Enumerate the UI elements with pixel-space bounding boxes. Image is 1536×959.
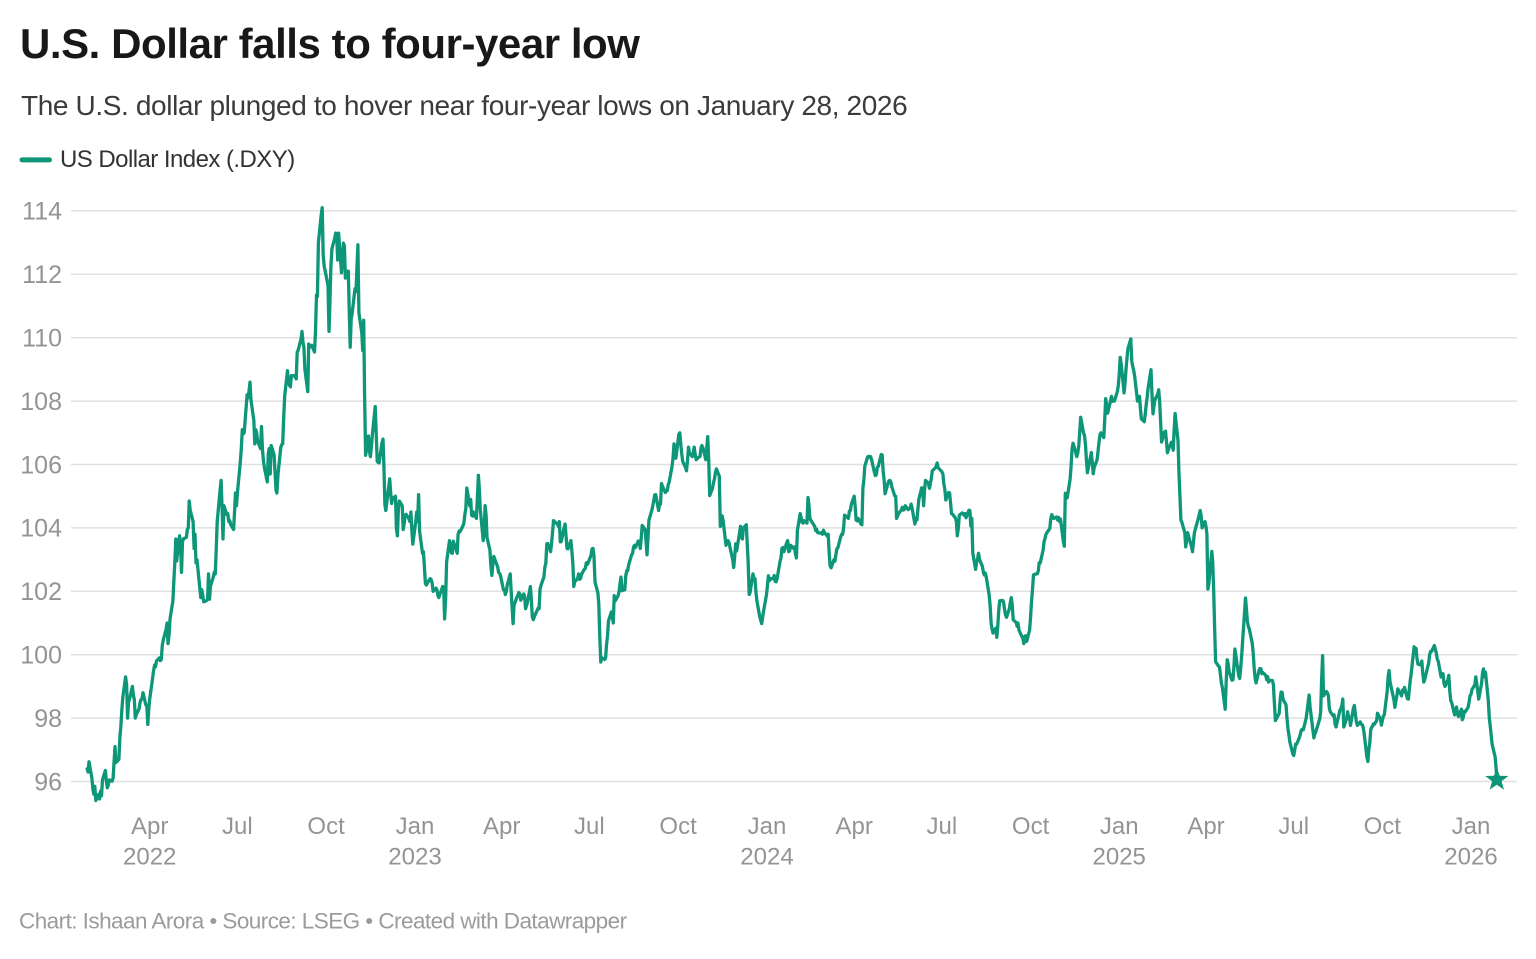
svg-text:Apr: Apr (131, 813, 168, 840)
svg-text:Apr: Apr (1187, 813, 1224, 840)
svg-text:Jul: Jul (222, 813, 253, 840)
svg-text:108: 108 (20, 388, 62, 416)
svg-text:Oct: Oct (1012, 813, 1050, 840)
svg-text:2022: 2022 (123, 844, 176, 871)
svg-text:2026: 2026 (1444, 844, 1497, 871)
svg-text:US Dollar Index (.DXY): US Dollar Index (.DXY) (60, 146, 295, 173)
svg-text:98: 98 (34, 705, 62, 733)
svg-text:100: 100 (20, 642, 62, 670)
svg-text:Jul: Jul (927, 813, 958, 840)
svg-text:106: 106 (20, 451, 62, 479)
svg-text:Apr: Apr (483, 813, 520, 840)
svg-text:Jul: Jul (1278, 813, 1309, 840)
svg-text:Oct: Oct (659, 813, 697, 840)
svg-text:110: 110 (22, 325, 62, 353)
svg-text:114: 114 (22, 198, 62, 226)
svg-text:Jan: Jan (1100, 813, 1139, 840)
svg-text:Oct: Oct (1364, 813, 1402, 840)
svg-text:2023: 2023 (388, 844, 441, 871)
svg-text:2025: 2025 (1093, 844, 1146, 871)
svg-text:Jul: Jul (574, 813, 605, 840)
svg-text:The U.S. dollar plunged to hov: The U.S. dollar plunged to hover near fo… (21, 90, 907, 121)
svg-text:Jan: Jan (1452, 813, 1491, 840)
svg-text:104: 104 (20, 515, 62, 543)
svg-text:Chart: Ishaan Arora • Source:: Chart: Ishaan Arora • Source: LSEG • Cre… (19, 909, 628, 934)
svg-text:U.S. Dollar falls to four-year: U.S. Dollar falls to four-year low (20, 20, 640, 67)
svg-text:Oct: Oct (307, 813, 345, 840)
svg-text:Jan: Jan (748, 813, 787, 840)
svg-text:Apr: Apr (836, 813, 873, 840)
svg-text:112: 112 (22, 261, 62, 289)
svg-text:102: 102 (20, 578, 62, 606)
svg-text:Jan: Jan (396, 813, 435, 840)
svg-text:96: 96 (34, 768, 62, 796)
svg-text:2024: 2024 (740, 844, 793, 871)
